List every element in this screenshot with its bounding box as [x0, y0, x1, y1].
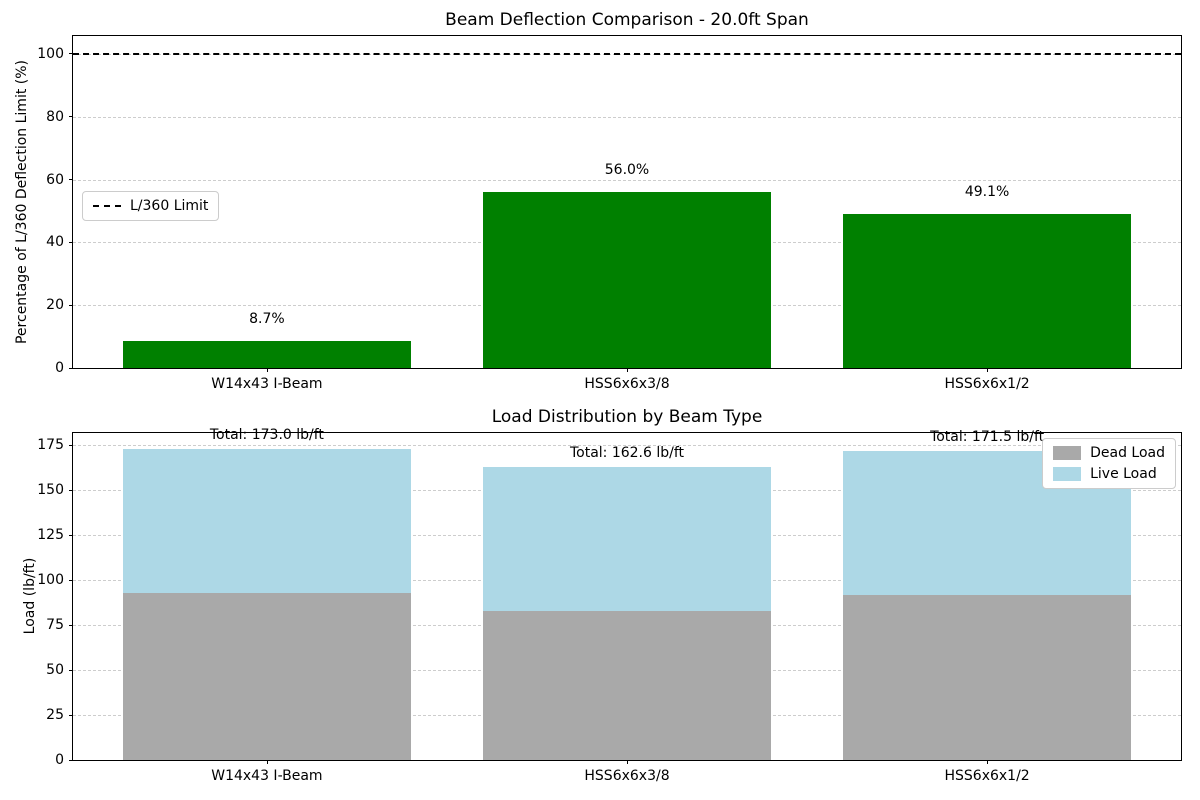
deflection-bar [122, 340, 411, 368]
gridline [73, 116, 1181, 118]
live-load-bar-segment [482, 467, 772, 612]
y-tick-label: 150 [37, 482, 64, 499]
bar-value-label: 49.1% [964, 183, 1010, 200]
legend-label: Live Load [1090, 466, 1157, 482]
x-tick-mark [987, 760, 989, 764]
legend-label: Dead Load [1090, 445, 1165, 461]
total-label: Total: 171.5 lb/ft [930, 429, 1045, 446]
y-tick-mark [69, 241, 73, 243]
deflection-bar [843, 213, 1132, 368]
y-tick-label: 50 [46, 662, 64, 679]
x-tick-mark [627, 368, 628, 372]
x-tick-label: W14x43 I-Beam [211, 376, 323, 392]
total-label: Total: 162.6 lb/ft [569, 445, 685, 462]
y-tick-label: 100 [37, 45, 64, 62]
limit-line [73, 52, 1181, 55]
bar-value-label: 8.7% [249, 310, 285, 327]
y-tick-label: 20 [46, 297, 64, 314]
x-tick-label: HSS6x6x1/2 [944, 768, 1030, 784]
chart2-title: Load Distribution by Beam Type [491, 407, 763, 427]
legend-entry: Live Load [1053, 466, 1165, 482]
y-tick-mark [69, 714, 73, 716]
x-tick-mark [266, 368, 268, 372]
chart1-title: Beam Deflection Comparison - 20.0ft Span [445, 10, 809, 30]
bar-value-label: 56.0% [604, 162, 650, 179]
live-load-bar-segment [122, 448, 411, 593]
x-tick-mark [987, 368, 989, 372]
x-tick-label: HSS6x6x1/2 [944, 376, 1030, 392]
x-tick-label: W14x43 I-Beam [211, 768, 323, 784]
legend-label: L/360 Limit [130, 198, 209, 214]
y-tick-label: 60 [46, 171, 64, 188]
dead-load-bar-segment [482, 611, 772, 760]
y-tick-mark [69, 53, 73, 55]
x-tick-mark [627, 760, 628, 764]
y-tick-mark [69, 624, 73, 626]
legend-entry: Dead Load [1053, 445, 1165, 461]
y-tick-label: 125 [37, 527, 64, 544]
x-tick-mark [266, 760, 268, 764]
y-tick-mark [69, 669, 73, 671]
y-tick-mark [69, 759, 73, 761]
legend-patch-marker [1053, 446, 1082, 460]
y-tick-mark [69, 367, 73, 369]
legend-dashed-line-marker [93, 205, 121, 207]
y-tick-label: 40 [46, 234, 64, 251]
legend: Dead Load Live Load [1042, 438, 1176, 489]
dead-load-bar-segment [843, 595, 1132, 760]
chart2-plot-area: 0 25 50 75 100 125 150 175 Total: 173.0 lb/ft W14… [37, 427, 1182, 784]
deflection-bar [482, 192, 772, 368]
x-tick-label: HSS6x6x3/8 [584, 376, 670, 392]
chart1-plot-area: 0 20 40 60 80 100 8.7% W14x43 I-Beam 56.0% HSS6x6… [37, 35, 1182, 392]
y-tick-mark [69, 304, 73, 306]
y-tick-mark [69, 179, 73, 181]
total-label: Total: 173.0 lb/ft [209, 426, 324, 443]
chart1-y-axis-label: Percentage of L/360 Deflection Limit (%) [14, 59, 30, 345]
y-tick-label: 25 [46, 707, 64, 723]
y-tick-label: 100 [37, 572, 64, 589]
dead-load-bar-segment [122, 592, 411, 760]
y-tick-mark [69, 579, 73, 581]
legend-entry: L/360 Limit [93, 198, 208, 214]
x-tick-label: HSS6x6x3/8 [584, 768, 670, 784]
y-tick-mark [69, 534, 73, 536]
legend-patch-marker [1053, 467, 1082, 481]
y-tick-mark [69, 444, 73, 446]
y-tick-label: 0 [55, 360, 64, 376]
gridline [73, 179, 1181, 181]
legend: L/360 Limit [82, 191, 220, 221]
y-tick-label: 75 [46, 617, 64, 634]
y-tick-mark [69, 489, 73, 491]
y-tick-label: 80 [46, 108, 64, 125]
y-tick-label: 175 [37, 437, 64, 454]
y-tick-mark [69, 116, 73, 118]
chart2-y-axis-label: Load (lb/ft) [22, 557, 38, 635]
gridline [73, 445, 1181, 447]
y-tick-label: 0 [55, 752, 64, 768]
